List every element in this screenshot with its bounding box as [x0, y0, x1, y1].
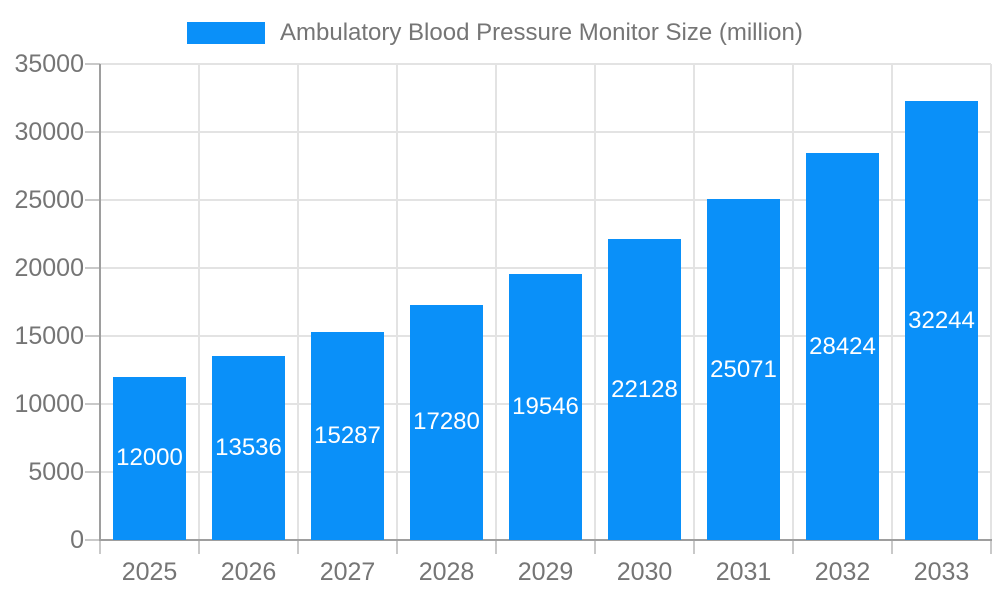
bar-value-label: 19546 [512, 393, 579, 421]
bar-2029: 19546 [509, 274, 582, 540]
x-tick [693, 540, 695, 554]
x-tick [198, 540, 200, 554]
bar-value-label: 25071 [710, 355, 777, 383]
v-gridline [297, 64, 299, 540]
y-tick [85, 471, 100, 473]
y-axis-label-5000: 5000 [28, 458, 84, 486]
y-axis-label-30000: 30000 [14, 118, 84, 146]
bar-value-label: 22128 [611, 375, 678, 403]
bar-value-label: 17280 [413, 408, 480, 436]
x-axis-label-2027: 2027 [319, 558, 376, 586]
bar-value-label: 28424 [809, 332, 876, 360]
y-axis-label-0: 0 [70, 526, 84, 554]
x-tick [396, 540, 398, 554]
y-tick [85, 63, 100, 65]
bar-2031: 25071 [707, 199, 780, 540]
bar-2030: 22128 [608, 239, 681, 540]
x-axis-label-2026: 2026 [220, 558, 277, 586]
y-tick [85, 539, 100, 541]
y-tick [85, 403, 100, 405]
y-axis-line [99, 64, 101, 540]
bar-value-label: 32244 [908, 306, 975, 334]
v-gridline [990, 64, 992, 540]
h-gridline [100, 131, 991, 133]
x-axis-label-2032: 2032 [814, 558, 871, 586]
v-gridline [198, 64, 200, 540]
x-axis-label-2029: 2029 [517, 558, 574, 586]
v-gridline [792, 64, 794, 540]
legend-label: Ambulatory Blood Pressure Monitor Size (… [280, 19, 803, 46]
y-tick [85, 199, 100, 201]
x-tick [594, 540, 596, 554]
legend-swatch [187, 22, 265, 44]
y-axis-label-35000: 35000 [14, 50, 84, 78]
x-axis-label-2030: 2030 [616, 558, 673, 586]
bar-value-label: 15287 [314, 422, 381, 450]
v-gridline [495, 64, 497, 540]
x-tick [297, 540, 299, 554]
x-axis-label-2028: 2028 [418, 558, 475, 586]
x-axis-label-2031: 2031 [715, 558, 772, 586]
bar-2025: 12000 [113, 376, 186, 540]
bar-2028: 17280 [410, 304, 483, 540]
x-tick [891, 540, 893, 554]
bar-2026: 13536 [212, 355, 285, 540]
y-axis-label-25000: 25000 [14, 186, 84, 214]
bar-value-label: 12000 [116, 444, 183, 472]
bar-2027: 15287 [311, 332, 384, 540]
bar-2033: 32244 [905, 101, 978, 540]
y-axis-label-15000: 15000 [14, 322, 84, 350]
y-axis-label-20000: 20000 [14, 254, 84, 282]
x-axis-label-2033: 2033 [913, 558, 970, 586]
y-tick [85, 335, 100, 337]
x-tick [990, 540, 992, 554]
x-tick [792, 540, 794, 554]
x-tick [495, 540, 497, 554]
x-tick [99, 540, 101, 554]
v-gridline [594, 64, 596, 540]
bar-value-label: 13536 [215, 433, 282, 461]
y-axis-label-10000: 10000 [14, 390, 84, 418]
y-tick [85, 131, 100, 133]
bar-2032: 28424 [806, 153, 879, 540]
legend: Ambulatory Blood Pressure Monitor Size (… [187, 19, 803, 47]
h-gridline [100, 63, 991, 65]
v-gridline [693, 64, 695, 540]
y-tick [85, 267, 100, 269]
x-axis-label-2025: 2025 [121, 558, 178, 586]
v-gridline [891, 64, 893, 540]
v-gridline [396, 64, 398, 540]
